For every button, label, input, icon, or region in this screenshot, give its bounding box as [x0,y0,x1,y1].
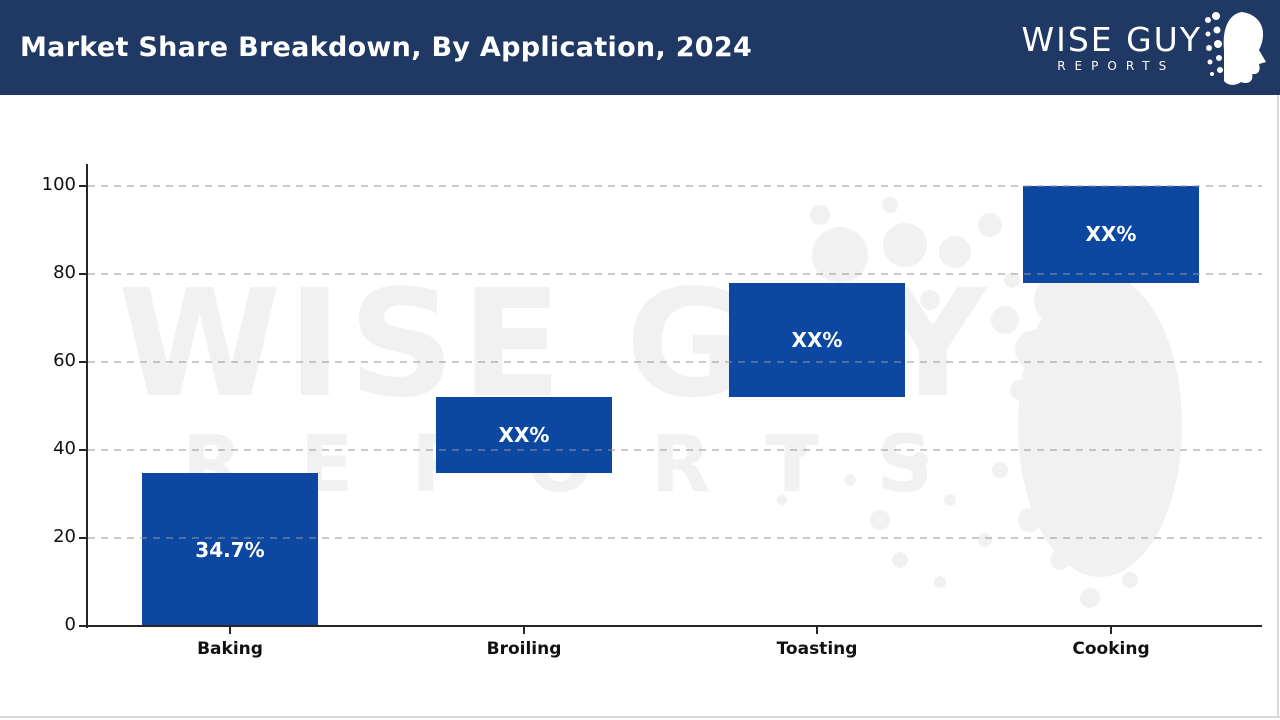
x-category-label-baking: Baking [197,639,263,659]
y-tick-60 [79,361,87,363]
brand-logo: WISE GUY REPORTS [1021,8,1268,88]
gridline-40 [88,449,1262,451]
bar-cooking: XX% [1023,186,1199,283]
bottom-hairline [0,716,1280,718]
y-tick-100 [79,185,87,187]
logo-face-icon [1205,12,1266,85]
y-tick-label-100: 100 [41,174,76,195]
gridline-60 [88,361,1262,363]
bar-value-label-toasting: XX% [791,327,843,352]
y-tick-label-40: 40 [53,438,76,459]
right-hairline [1277,95,1279,718]
y-tick-0 [79,625,87,627]
y-tick-label-0: 0 [64,614,76,635]
bar-value-label-cooking: XX% [1085,222,1137,247]
y-axis-line [86,164,88,628]
y-tick-label-80: 80 [53,262,76,283]
y-tick-20 [79,537,87,539]
x-category-label-broiling: Broiling [486,639,562,659]
bar-broiling: XX% [436,397,612,474]
y-tick-label-20: 20 [53,526,76,547]
x-category-label-cooking: Cooking [1072,639,1150,659]
brand-logo-text: WISE GUY REPORTS [1021,23,1202,73]
logo-subtext: REPORTS [1057,58,1176,73]
y-tick-80 [79,273,87,275]
y-tick-label-60: 60 [53,350,76,371]
x-tick-cooking [1110,627,1112,634]
bar-value-label-broiling: XX% [498,423,550,448]
x-tick-toasting [816,627,818,634]
bar-toasting: XX% [729,282,905,398]
page-title: Market Share Breakdown, By Application, … [20,32,753,63]
gridline-100 [88,185,1262,187]
bar-value-label-baking: 34.7% [195,537,265,562]
bar-baking: 34.7% [142,473,318,626]
gridline-80 [88,273,1262,275]
y-tick-40 [79,449,87,451]
gridline-20 [88,537,1262,539]
header-bar: Market Share Breakdown, By Application, … [0,0,1280,95]
x-axis-line [86,625,1262,627]
x-tick-broiling [523,627,525,634]
logo-wordmark: WISE GUY [1021,20,1202,60]
x-tick-baking [229,627,231,634]
x-category-label-toasting: Toasting [776,639,858,659]
